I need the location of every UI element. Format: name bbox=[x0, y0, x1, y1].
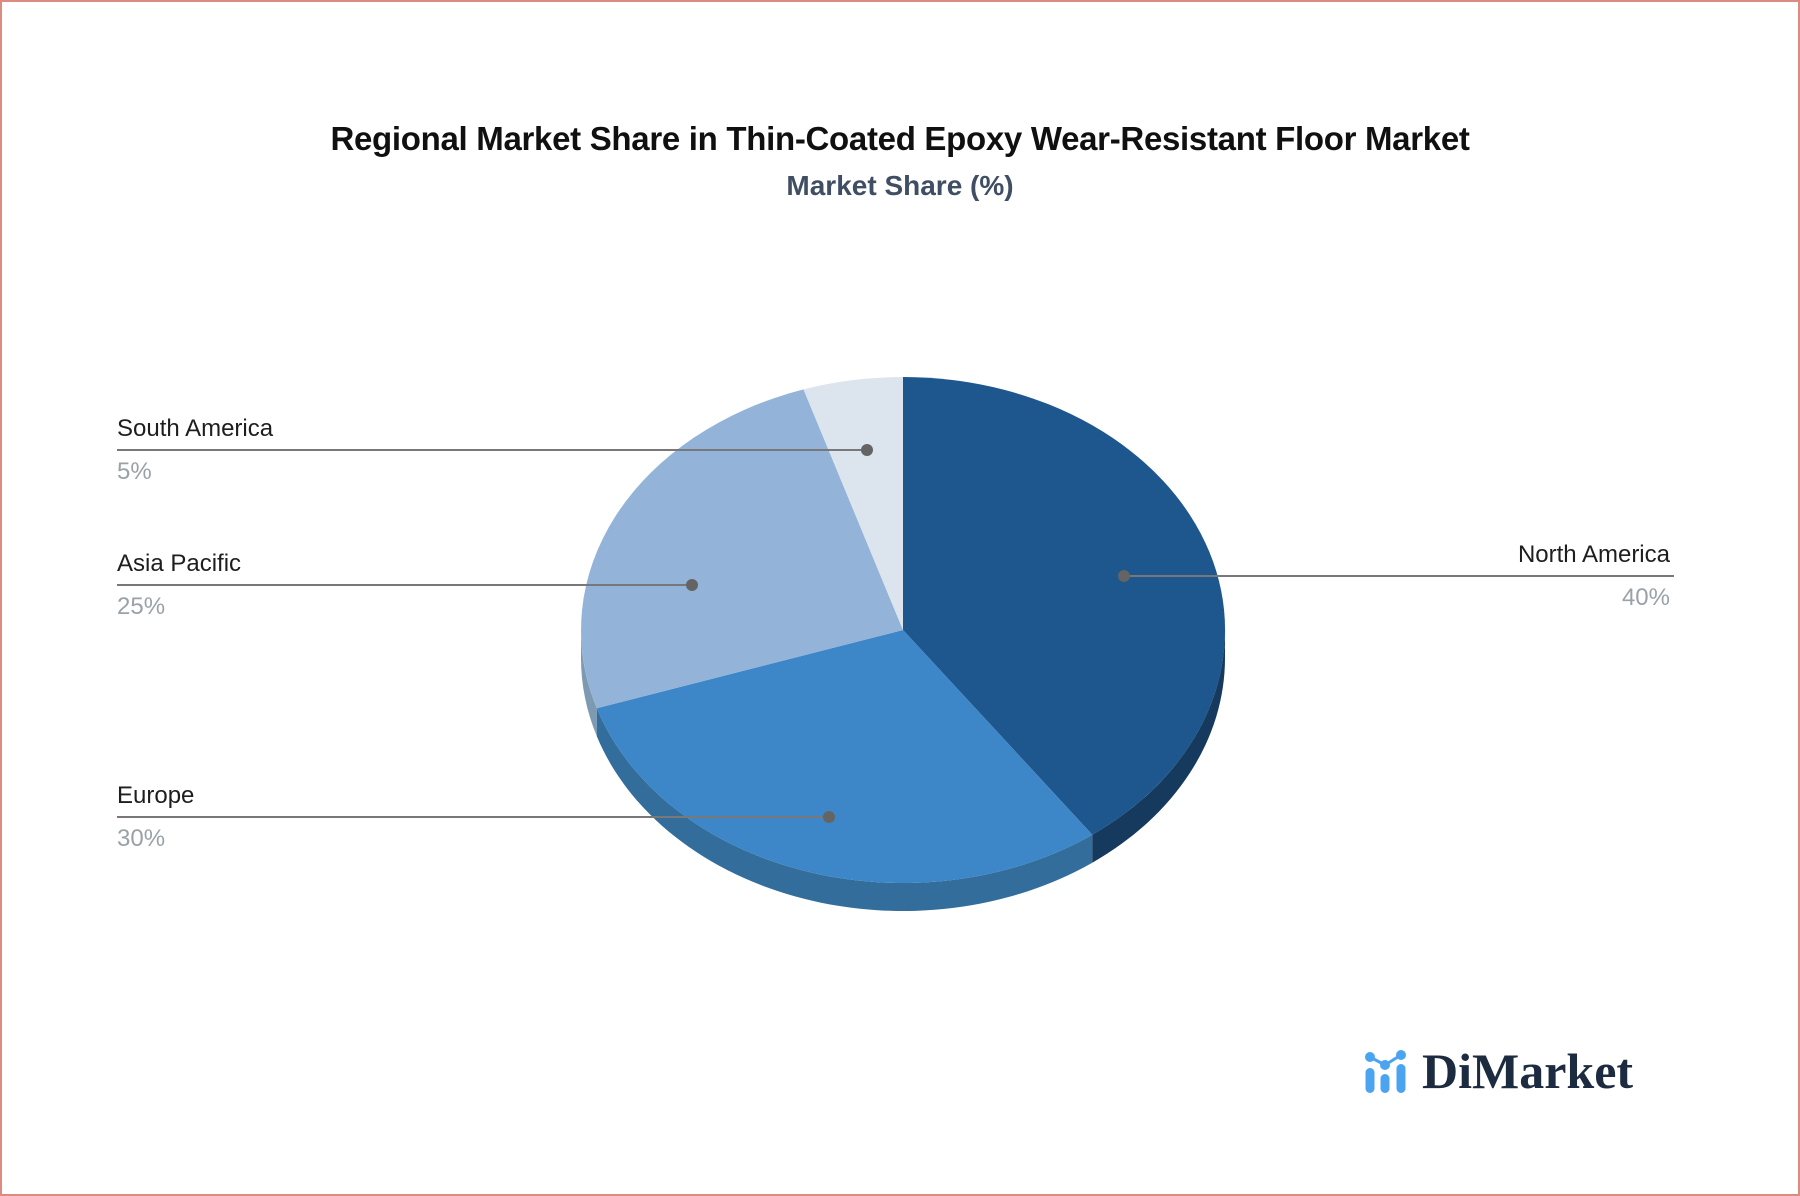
logo-dot-middle bbox=[1380, 1060, 1390, 1070]
value-asia-pacific: 25% bbox=[117, 593, 166, 620]
value-europe: 30% bbox=[117, 825, 166, 852]
label-asia-pacific: Asia Pacific bbox=[117, 550, 242, 577]
leader-dot-south-america bbox=[861, 444, 873, 456]
pie-slice-north-america[interactable] bbox=[903, 376, 1226, 835]
logo-dot-right bbox=[1396, 1050, 1406, 1060]
label-north-america: North America bbox=[1517, 541, 1670, 568]
pie-side-asia-pacific bbox=[581, 630, 597, 737]
leader-dot-europe bbox=[823, 811, 835, 823]
pie-side-europe bbox=[596, 708, 1093, 912]
leader-dot-north-america bbox=[1118, 570, 1130, 582]
pie-side-north-america bbox=[1092, 630, 1225, 863]
bar-line-chart-icon bbox=[1365, 1050, 1406, 1093]
value-north-america: 40% bbox=[1621, 584, 1670, 611]
pie-slice-asia-pacific[interactable] bbox=[581, 389, 903, 709]
pie-slice-south-america[interactable] bbox=[803, 377, 904, 630]
logo-dot-left bbox=[1365, 1052, 1375, 1062]
logo-bar-right bbox=[1396, 1064, 1406, 1093]
chart-title: Regional Market Share in Thin-Coated Epo… bbox=[330, 120, 1470, 157]
logo-text: DiMarket bbox=[1422, 1043, 1634, 1099]
leader-dot-asia-pacific bbox=[686, 579, 698, 591]
chart-subtitle: Market Share (%) bbox=[786, 170, 1014, 201]
logo-bar-left bbox=[1365, 1068, 1375, 1093]
value-south-america: 5% bbox=[117, 458, 152, 485]
logo-bar-middle bbox=[1380, 1074, 1390, 1093]
label-south-america: South America bbox=[117, 415, 274, 442]
pie-slice-europe[interactable] bbox=[596, 630, 1093, 884]
label-europe: Europe bbox=[117, 782, 195, 809]
